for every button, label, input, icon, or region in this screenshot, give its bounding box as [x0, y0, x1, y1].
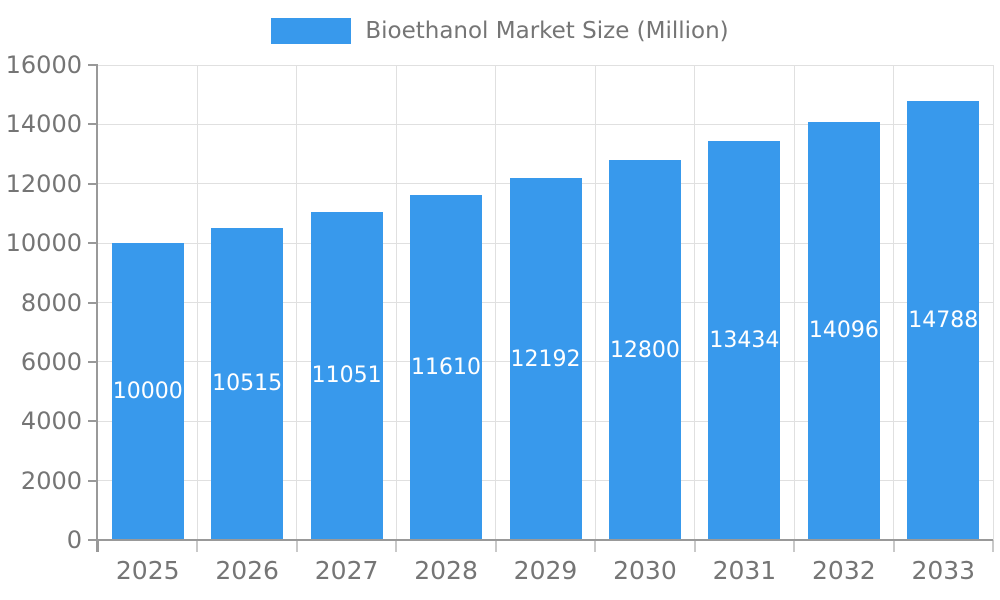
x-axis-tick	[992, 540, 994, 552]
bar[interactable]: 12800	[608, 160, 681, 540]
bar-value-label: 13434	[709, 328, 780, 354]
bar-value-label: 10000	[112, 379, 183, 405]
x-axis-tick-label: 2032	[812, 556, 876, 585]
x-grid-line	[594, 65, 596, 540]
bar-value-label: 14788	[908, 307, 979, 333]
bar[interactable]: 10515	[211, 227, 284, 540]
bar[interactable]: 14096	[807, 121, 880, 540]
bar-value-label: 12192	[510, 346, 581, 372]
y-axis-tick	[88, 301, 98, 304]
y-axis-tick	[88, 242, 98, 245]
x-axis-tick	[693, 540, 696, 552]
x-axis-tick-label: 2027	[314, 556, 379, 585]
bar[interactable]: 13434	[708, 141, 781, 540]
x-axis-tick-label: 2033	[911, 556, 976, 585]
x-axis-tick	[494, 540, 497, 552]
x-axis-tick-label: 2030	[613, 556, 677, 585]
x-axis-tick-label: 2029	[513, 556, 578, 585]
x-grid-line	[992, 65, 994, 540]
x-axis-tick	[892, 540, 895, 552]
bar[interactable]: 14788	[907, 100, 980, 540]
y-axis-tick-label: 0	[66, 526, 82, 554]
x-grid-line	[495, 65, 497, 540]
x-grid-line	[694, 65, 696, 540]
y-axis-tick	[88, 539, 98, 541]
bar[interactable]: 12192	[509, 178, 582, 540]
y-axis-tick	[88, 420, 98, 423]
x-axis-tick	[793, 540, 796, 552]
x-axis-tick-label: 2026	[215, 556, 279, 585]
x-axis-tick-label: 2025	[115, 556, 180, 585]
legend-item[interactable]: Bioethanol Market Size (Million)	[0, 16, 1000, 46]
bar-value-label: 10515	[212, 371, 283, 397]
bar-value-label: 12800	[609, 337, 680, 363]
bar-value-label: 11610	[411, 355, 482, 381]
x-axis-line	[96, 539, 993, 541]
bar[interactable]: 10000	[111, 243, 184, 540]
y-axis-tick-label: 16000	[5, 51, 82, 79]
y-grid-line	[98, 64, 993, 66]
legend-label: Bioethanol Market Size (Million)	[365, 18, 729, 44]
x-grid-line	[793, 65, 795, 540]
bar-value-label: 14096	[808, 318, 879, 344]
y-axis-tick	[88, 182, 98, 185]
x-axis-tick-label: 2031	[712, 556, 777, 585]
x-axis-tick	[295, 540, 298, 552]
y-axis-tick	[88, 123, 98, 126]
x-axis-tick	[97, 540, 99, 552]
y-axis-tick-label: 4000	[20, 407, 82, 436]
y-axis-tick	[88, 479, 98, 482]
y-axis-tick	[88, 360, 98, 363]
legend-swatch	[271, 18, 352, 44]
x-axis-tick	[196, 540, 199, 552]
bar[interactable]: 11051	[310, 211, 383, 540]
y-axis-tick-label: 2000	[20, 466, 82, 495]
y-axis-tick-label: 8000	[20, 288, 82, 317]
x-grid-line	[196, 65, 198, 540]
x-axis-tick	[594, 540, 597, 552]
bar[interactable]: 11610	[410, 195, 483, 540]
y-axis-tick-label: 12000	[5, 169, 82, 198]
x-axis-tick-label: 2028	[414, 556, 478, 585]
y-axis-line	[96, 65, 98, 552]
y-axis-tick-label: 6000	[20, 347, 82, 376]
x-axis-tick	[395, 540, 398, 552]
y-grid-line	[98, 123, 993, 125]
x-grid-line	[296, 65, 298, 540]
y-axis-tick	[88, 64, 98, 66]
bar-value-label: 11051	[311, 363, 382, 389]
y-axis-tick-label: 10000	[5, 229, 82, 258]
y-axis-tick-label: 14000	[5, 110, 82, 139]
x-grid-line	[893, 65, 895, 540]
x-grid-line	[395, 65, 397, 540]
